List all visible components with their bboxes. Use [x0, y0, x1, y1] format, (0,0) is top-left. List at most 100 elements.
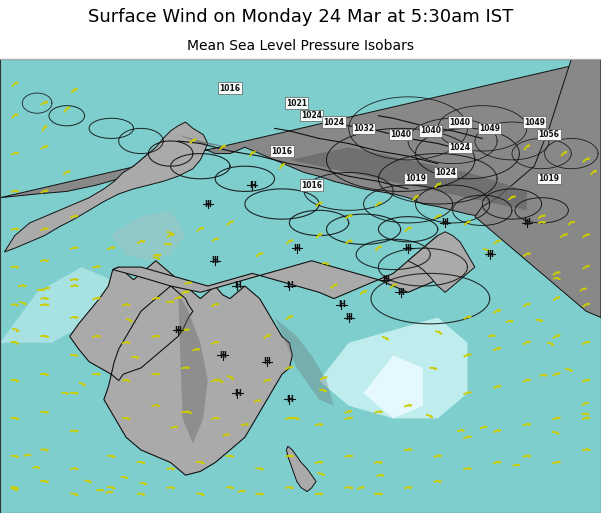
- Polygon shape: [11, 380, 19, 382]
- Polygon shape: [106, 491, 113, 493]
- Text: 1021: 1021: [286, 98, 307, 108]
- Text: 1049: 1049: [523, 117, 545, 127]
- Polygon shape: [435, 183, 441, 188]
- Polygon shape: [484, 249, 490, 251]
- Polygon shape: [434, 481, 442, 482]
- Polygon shape: [582, 234, 590, 238]
- Polygon shape: [70, 279, 78, 280]
- Polygon shape: [11, 152, 19, 155]
- Text: H: H: [293, 244, 300, 253]
- Polygon shape: [464, 354, 471, 357]
- Polygon shape: [493, 348, 501, 350]
- Polygon shape: [568, 221, 575, 225]
- Polygon shape: [212, 304, 219, 306]
- Polygon shape: [154, 254, 161, 256]
- Polygon shape: [153, 258, 160, 259]
- Polygon shape: [11, 266, 19, 268]
- Polygon shape: [320, 377, 327, 380]
- Polygon shape: [358, 487, 364, 489]
- Text: 1049: 1049: [479, 124, 500, 133]
- Text: 1019: 1019: [538, 174, 560, 183]
- Polygon shape: [591, 170, 596, 175]
- Polygon shape: [40, 411, 49, 413]
- Polygon shape: [137, 241, 145, 243]
- Polygon shape: [37, 289, 44, 291]
- Polygon shape: [93, 266, 100, 268]
- Polygon shape: [70, 215, 78, 218]
- Text: H: H: [346, 313, 352, 322]
- Polygon shape: [464, 316, 471, 319]
- Polygon shape: [137, 494, 145, 495]
- Polygon shape: [108, 247, 115, 249]
- Polygon shape: [197, 494, 204, 495]
- Polygon shape: [553, 334, 560, 338]
- Polygon shape: [41, 190, 48, 193]
- Polygon shape: [185, 412, 192, 413]
- Polygon shape: [182, 329, 189, 331]
- Polygon shape: [122, 418, 130, 419]
- Polygon shape: [331, 284, 337, 288]
- Text: H: H: [219, 351, 226, 360]
- Text: 1024: 1024: [301, 111, 322, 120]
- Polygon shape: [360, 290, 367, 294]
- Text: 1040: 1040: [390, 130, 411, 139]
- Polygon shape: [315, 462, 323, 463]
- Text: 1040: 1040: [420, 126, 441, 135]
- Polygon shape: [508, 196, 515, 200]
- Polygon shape: [43, 287, 49, 290]
- Polygon shape: [374, 462, 382, 463]
- Polygon shape: [70, 317, 78, 318]
- Polygon shape: [70, 285, 78, 287]
- Polygon shape: [315, 424, 323, 425]
- Polygon shape: [582, 449, 590, 450]
- Polygon shape: [70, 494, 78, 495]
- Text: H: H: [397, 288, 404, 297]
- Polygon shape: [553, 297, 560, 301]
- Polygon shape: [254, 400, 261, 402]
- Text: H: H: [234, 282, 241, 290]
- Polygon shape: [152, 298, 160, 300]
- Polygon shape: [561, 151, 567, 156]
- Polygon shape: [70, 392, 78, 394]
- Polygon shape: [506, 321, 513, 322]
- Text: H: H: [175, 326, 182, 334]
- Polygon shape: [257, 252, 263, 256]
- Polygon shape: [152, 336, 160, 337]
- Polygon shape: [344, 487, 353, 489]
- Polygon shape: [11, 456, 19, 458]
- Polygon shape: [535, 320, 543, 322]
- Polygon shape: [0, 59, 601, 223]
- Polygon shape: [227, 221, 233, 225]
- Polygon shape: [583, 157, 590, 162]
- Polygon shape: [40, 260, 49, 262]
- Polygon shape: [211, 380, 219, 382]
- Polygon shape: [286, 240, 293, 244]
- Polygon shape: [70, 261, 292, 475]
- Polygon shape: [285, 455, 293, 457]
- Polygon shape: [553, 272, 560, 275]
- Polygon shape: [93, 298, 100, 300]
- Text: 1016: 1016: [301, 181, 322, 190]
- Polygon shape: [494, 240, 501, 244]
- Polygon shape: [40, 298, 49, 300]
- Polygon shape: [523, 303, 530, 307]
- Polygon shape: [32, 467, 40, 468]
- Polygon shape: [40, 373, 49, 376]
- Polygon shape: [523, 253, 530, 256]
- Polygon shape: [19, 302, 26, 304]
- Text: H: H: [204, 200, 211, 208]
- Polygon shape: [4, 122, 208, 252]
- Polygon shape: [547, 343, 554, 345]
- Polygon shape: [463, 468, 471, 469]
- Polygon shape: [197, 227, 204, 231]
- Polygon shape: [41, 146, 48, 149]
- Polygon shape: [227, 376, 234, 379]
- Polygon shape: [41, 102, 48, 105]
- Polygon shape: [212, 342, 219, 344]
- Polygon shape: [322, 263, 329, 265]
- Polygon shape: [582, 303, 590, 307]
- Text: H: H: [286, 282, 293, 290]
- Polygon shape: [316, 202, 322, 206]
- Polygon shape: [151, 405, 160, 406]
- Polygon shape: [11, 487, 19, 489]
